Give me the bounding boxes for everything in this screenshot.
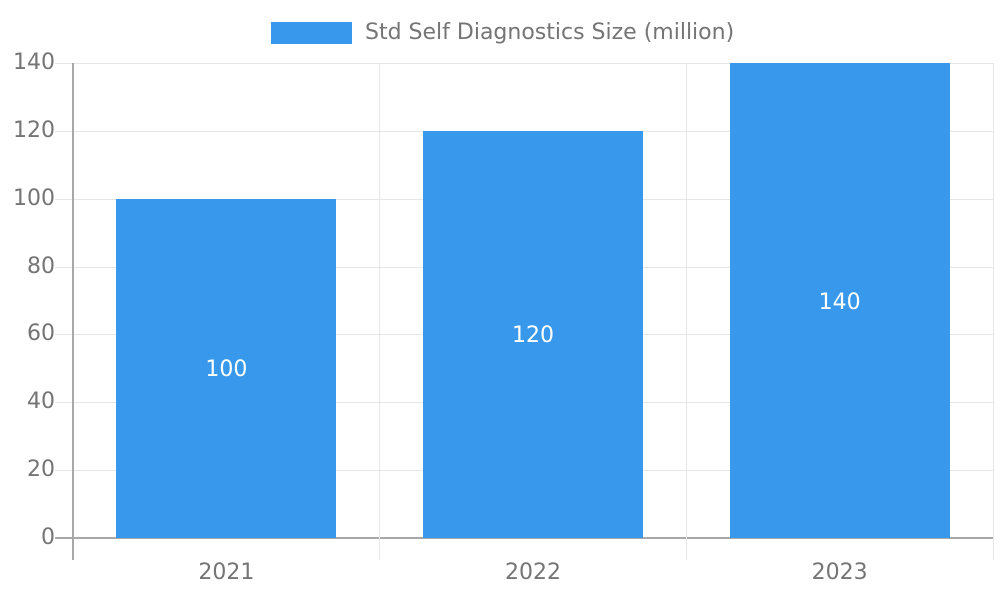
bar-value-label: 100	[205, 357, 248, 383]
gridline-vertical	[992, 63, 994, 560]
y-axis-label: 60	[27, 321, 55, 347]
y-axis-label: 100	[13, 185, 55, 211]
legend: Std Self Diagnostics Size (million)	[271, 22, 734, 44]
x-axis-label: 2023	[811, 560, 868, 585]
gridline-vertical	[379, 63, 381, 560]
bar-2022[interactable]	[423, 130, 643, 538]
x-axis-label: 2021	[198, 560, 255, 585]
bar-2021[interactable]	[116, 198, 337, 538]
bar-value-label: 140	[818, 289, 861, 315]
x-axis-label: 2022	[504, 560, 561, 585]
legend-label: Std Self Diagnostics Size (million)	[365, 20, 735, 45]
y-axis-label: 80	[27, 253, 55, 279]
gridline-horizontal	[55, 63, 993, 64]
x-axis-baseline	[55, 537, 993, 539]
legend-swatch	[271, 22, 352, 44]
y-axis-label: 140	[13, 50, 55, 75]
y-axis-line	[72, 63, 74, 560]
y-axis-label: 0	[41, 525, 55, 550]
bar-2023[interactable]	[729, 63, 950, 538]
bar-value-label: 120	[512, 323, 554, 349]
y-axis-label: 20	[27, 457, 55, 483]
y-axis-label: 40	[27, 389, 55, 415]
gridline-vertical	[685, 63, 687, 560]
y-axis-label: 120	[13, 117, 55, 143]
